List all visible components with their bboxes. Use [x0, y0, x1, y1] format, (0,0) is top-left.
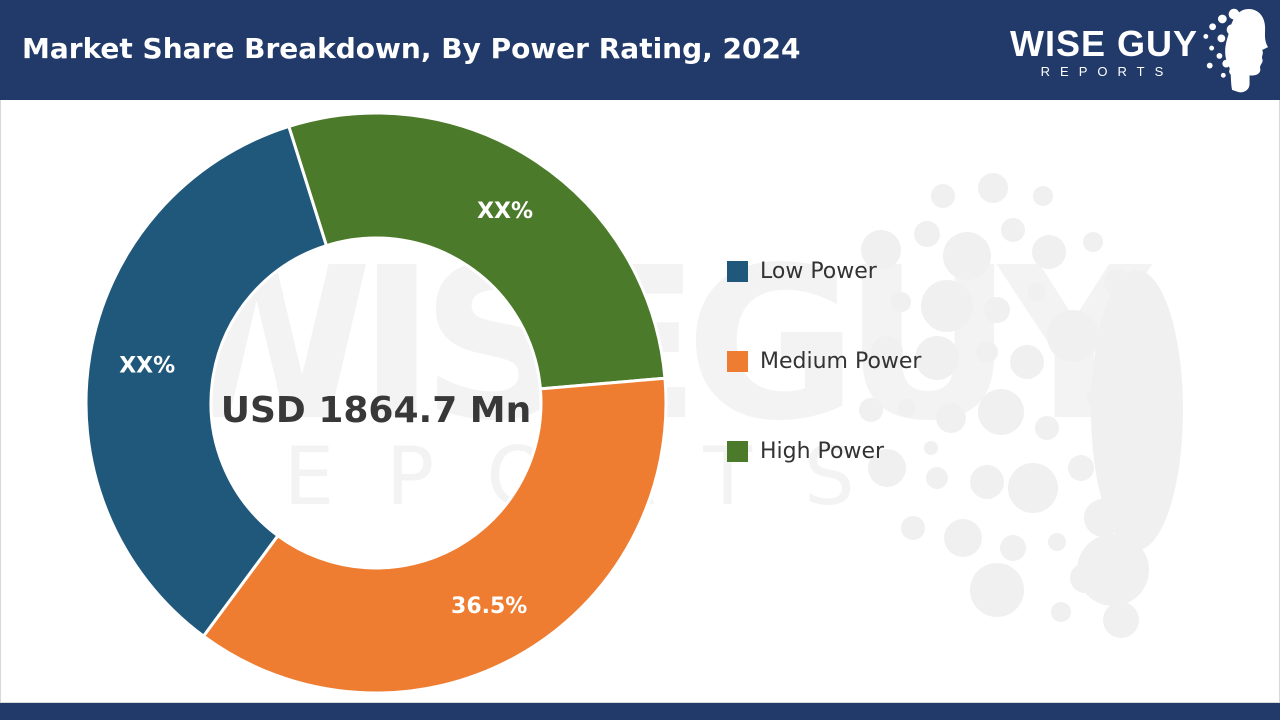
footer-bar	[0, 703, 1280, 720]
slice-label-medium-power: 36.5%	[451, 594, 527, 619]
legend-item-high-power: High Power	[727, 438, 921, 464]
brand-logo: WISE GUY REPORTS	[1010, 6, 1268, 98]
donut-slice-medium-power	[201, 376, 668, 695]
chart-legend: Low Power Medium Power High Power	[727, 258, 921, 528]
brand-logo-text: WISE GUY	[1009, 23, 1198, 65]
page-title: Market Share Breakdown, By Power Rating,…	[22, 32, 801, 66]
donut-slice-low-power	[84, 124, 329, 639]
legend-label: Low Power	[760, 258, 877, 284]
donut-chart: XX% 36.5% XX% USD 1864.7 Mn	[84, 111, 668, 695]
dotted-face-profile-icon	[1203, 8, 1268, 93]
slice-label-low-power: XX%	[119, 353, 175, 378]
legend-label: Medium Power	[760, 348, 922, 374]
donut-slice-high-power	[286, 111, 667, 391]
brand-logo-subtext: REPORTS	[1040, 63, 1174, 79]
legend-label: High Power	[760, 438, 885, 464]
legend-swatch	[727, 260, 748, 282]
legend-item-low-power: Low Power	[727, 258, 921, 284]
chart-center-value: USD 1864.7 Mn	[221, 390, 531, 431]
legend-swatch	[727, 350, 748, 372]
legend-swatch	[727, 440, 748, 462]
legend-item-medium-power: Medium Power	[727, 348, 921, 374]
header-bar: Market Share Breakdown, By Power Rating,…	[0, 0, 1280, 100]
slice-label-high-power: XX%	[477, 199, 533, 224]
